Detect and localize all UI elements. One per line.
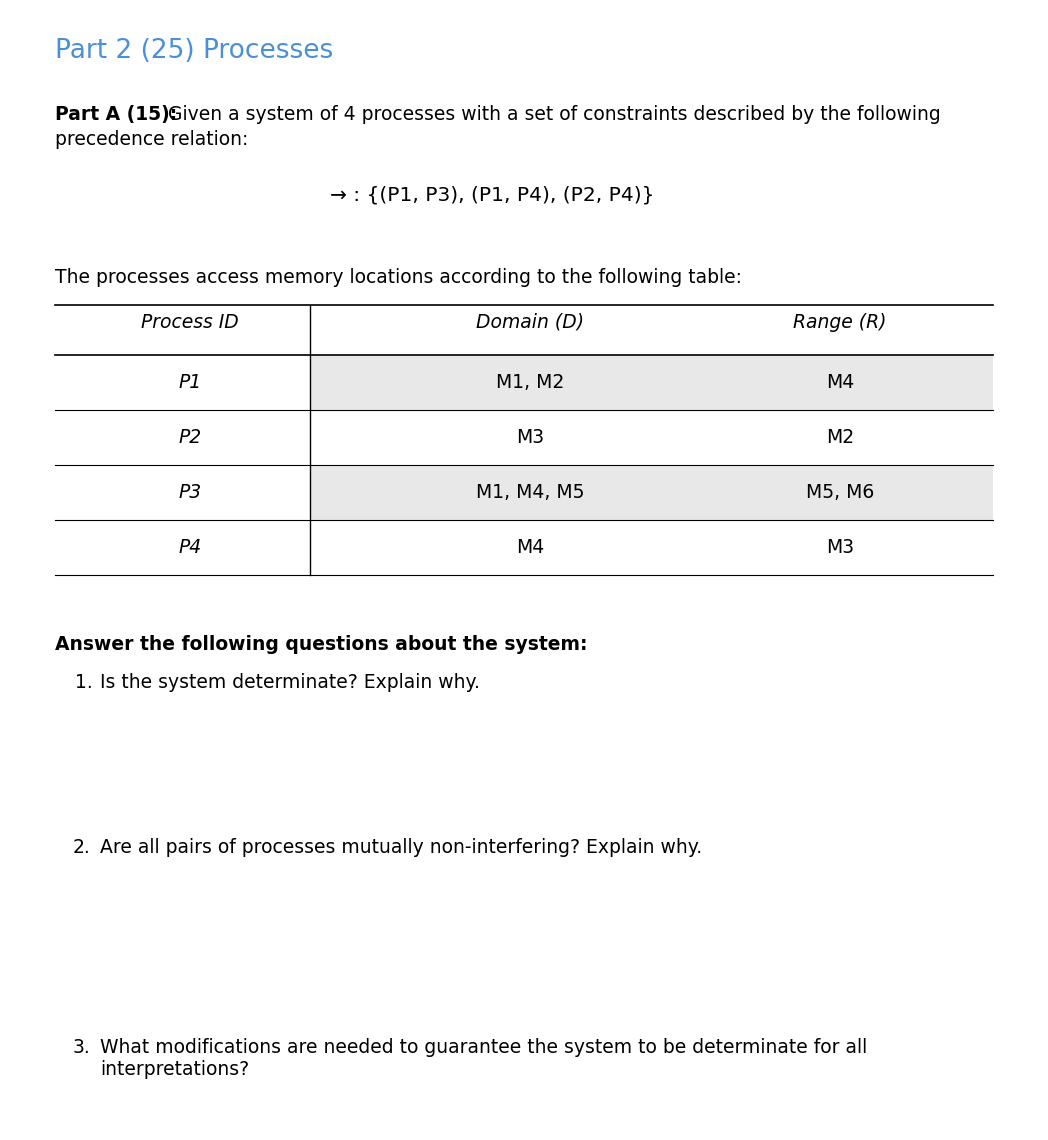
Text: M2: M2 (826, 428, 854, 447)
Bar (310, 355, 994, 410)
Text: 1.: 1. (75, 673, 93, 692)
Text: M1, M4, M5: M1, M4, M5 (476, 483, 584, 502)
Text: P3: P3 (178, 483, 201, 502)
Text: M3: M3 (516, 428, 544, 447)
Text: Are all pairs of processes mutually non-interfering? Explain why.: Are all pairs of processes mutually non-… (100, 838, 702, 857)
Text: Process ID: Process ID (141, 314, 239, 332)
Text: P2: P2 (178, 428, 201, 447)
Text: → : {(P1, P3), (P1, P4), (P2, P4)}: → : {(P1, P3), (P1, P4), (P2, P4)} (330, 185, 655, 204)
Bar (310, 465, 994, 520)
Text: precedence relation:: precedence relation: (54, 130, 248, 149)
Text: M1, M2: M1, M2 (496, 373, 564, 392)
Text: 3.: 3. (73, 1039, 91, 1057)
Text: 2.: 2. (73, 838, 91, 857)
Text: Domain (D): Domain (D) (476, 314, 584, 332)
Text: Answer the following questions about the system:: Answer the following questions about the… (54, 635, 588, 654)
Text: Part 2 (25) Processes: Part 2 (25) Processes (54, 38, 333, 64)
Text: Range (R): Range (R) (793, 314, 887, 332)
Text: M4: M4 (826, 373, 854, 392)
Text: interpretations?: interpretations? (100, 1060, 249, 1078)
Text: What modifications are needed to guarantee the system to be determinate for all: What modifications are needed to guarant… (100, 1039, 868, 1057)
Text: M3: M3 (826, 538, 854, 557)
Text: Given a system of 4 processes with a set of constraints described by the followi: Given a system of 4 processes with a set… (162, 105, 941, 124)
Text: M4: M4 (516, 538, 544, 557)
Text: P1: P1 (178, 373, 201, 392)
Text: Is the system determinate? Explain why.: Is the system determinate? Explain why. (100, 673, 480, 692)
Text: The processes access memory locations according to the following table:: The processes access memory locations ac… (54, 268, 742, 287)
Text: Part A (15):: Part A (15): (54, 105, 177, 124)
Text: P4: P4 (178, 538, 201, 557)
Text: M5, M6: M5, M6 (806, 483, 874, 502)
